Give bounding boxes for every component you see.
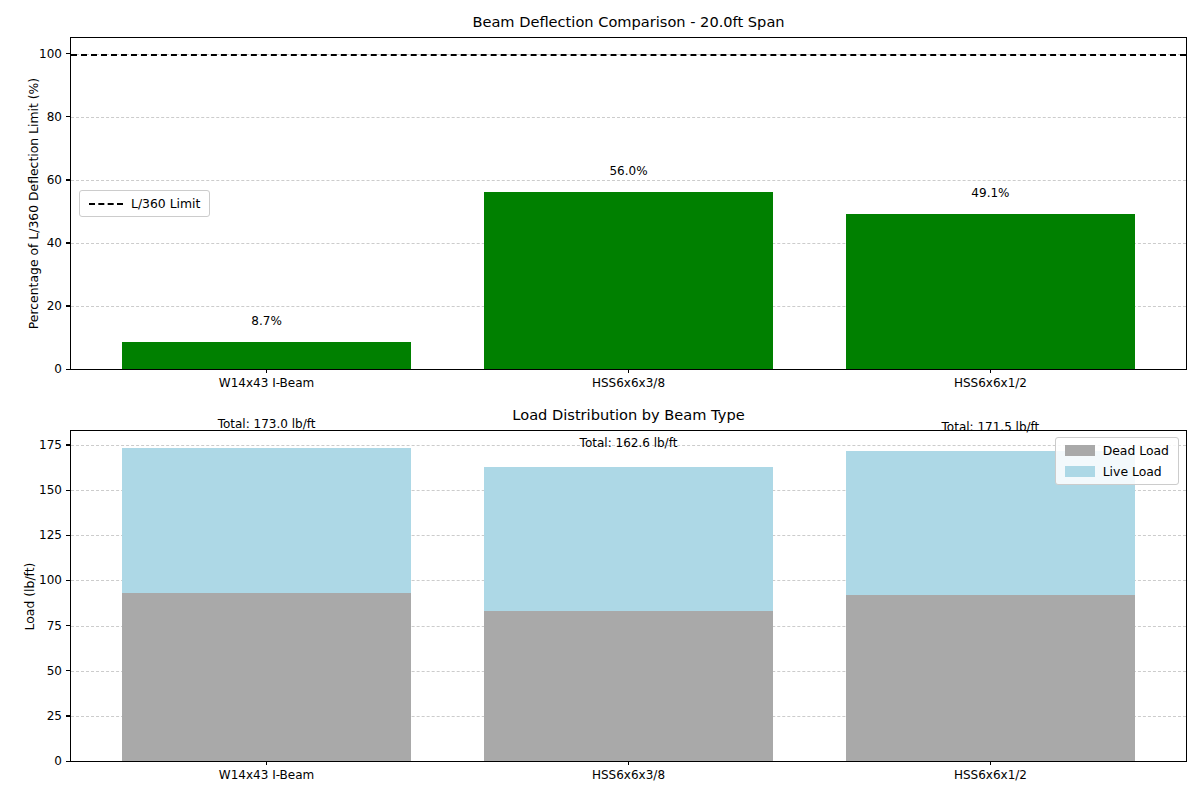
y-tick-mark <box>66 535 70 536</box>
y-tick-mark <box>66 179 70 180</box>
deflection-bar <box>846 214 1135 369</box>
y-tick-mark <box>66 761 70 762</box>
dead-load-bar <box>484 611 773 760</box>
y-tick-mark <box>66 116 70 117</box>
deflection-axes: L/360 Limit 020406080100W14x43 I-BeamHSS… <box>70 37 1187 370</box>
y-tick-mark <box>66 444 70 445</box>
y-tick-mark <box>66 625 70 626</box>
legend-entry-dead-load: Dead Load <box>1065 443 1169 458</box>
x-tick-label: HSS6x6x3/8 <box>592 376 665 390</box>
deflection-bar <box>122 342 411 369</box>
total-load-label: Total: 162.6 lb/ft <box>580 436 678 450</box>
y-tick-mark <box>66 490 70 491</box>
y-tick-label: 25 <box>16 708 62 724</box>
y-tick-label: 60 <box>16 172 62 188</box>
deflection-chart-title: Beam Deflection Comparison - 20.0ft Span <box>70 13 1187 30</box>
dead-load-bar <box>122 593 411 761</box>
y-tick-label: 50 <box>16 663 62 679</box>
legend-label: L/360 Limit <box>131 196 200 211</box>
y-tick-mark <box>66 580 70 581</box>
beam-analysis-figure: Beam Deflection Comparison - 20.0ft Span… <box>0 0 1200 800</box>
y-tick-mark <box>66 53 70 54</box>
x-tick-label: HSS6x6x1/2 <box>954 768 1027 782</box>
y-tick-mark <box>66 369 70 370</box>
y-tick-label: 0 <box>16 361 62 377</box>
live-load-swatch <box>1065 466 1095 477</box>
y-tick-mark <box>66 305 70 306</box>
x-tick-mark <box>628 369 629 373</box>
y-tick-label: 100 <box>16 572 62 588</box>
l360-limit-line <box>71 54 1186 56</box>
y-tick-label: 80 <box>16 109 62 125</box>
bar-value-label: 8.7% <box>251 314 282 328</box>
y-tick-mark <box>66 242 70 243</box>
legend-entry-l360-limit: L/360 Limit <box>89 196 200 211</box>
y-tick-label: 100 <box>16 46 62 62</box>
y-tick-label: 40 <box>16 235 62 251</box>
bar-value-label: 49.1% <box>971 186 1009 200</box>
dead-load-swatch <box>1065 445 1095 456</box>
live-load-bar <box>122 448 411 592</box>
y-tick-label: 20 <box>16 298 62 314</box>
y-tick-label: 175 <box>16 437 62 453</box>
live-load-bar <box>484 467 773 611</box>
load-legend: Dead Load Live Load <box>1055 437 1179 485</box>
total-load-label: Total: 171.5 lb/ft <box>942 420 1040 434</box>
dashed-line-icon <box>89 203 123 205</box>
y-tick-mark <box>66 715 70 716</box>
dead-load-bar <box>846 595 1135 760</box>
deflection-y-axis-label: Percentage of L/360 Deflection Limit (%) <box>26 39 41 369</box>
x-tick-mark <box>266 761 267 765</box>
legend-label: Live Load <box>1103 464 1162 479</box>
x-tick-label: W14x43 I-Beam <box>219 768 314 782</box>
x-tick-mark <box>990 761 991 765</box>
load-axes: Dead Load Live Load 0255075100125150175W… <box>70 430 1187 762</box>
x-tick-label: HSS6x6x3/8 <box>592 768 665 782</box>
bar-value-label: 56.0% <box>609 164 647 178</box>
y-tick-label: 75 <box>16 618 62 634</box>
total-load-label: Total: 173.0 lb/ft <box>218 417 316 431</box>
x-tick-mark <box>990 369 991 373</box>
legend-label: Dead Load <box>1103 443 1169 458</box>
deflection-legend: L/360 Limit <box>79 190 210 217</box>
x-tick-mark <box>628 761 629 765</box>
deflection-bar <box>484 192 773 369</box>
y-tick-label: 0 <box>16 753 62 769</box>
x-tick-label: W14x43 I-Beam <box>219 376 314 390</box>
y-tick-label: 125 <box>16 527 62 543</box>
gridline <box>71 117 1186 118</box>
y-tick-mark <box>66 670 70 671</box>
gridline <box>71 180 1186 181</box>
x-tick-label: HSS6x6x1/2 <box>954 376 1027 390</box>
legend-entry-live-load: Live Load <box>1065 464 1169 479</box>
y-tick-label: 150 <box>16 482 62 498</box>
x-tick-mark <box>266 369 267 373</box>
